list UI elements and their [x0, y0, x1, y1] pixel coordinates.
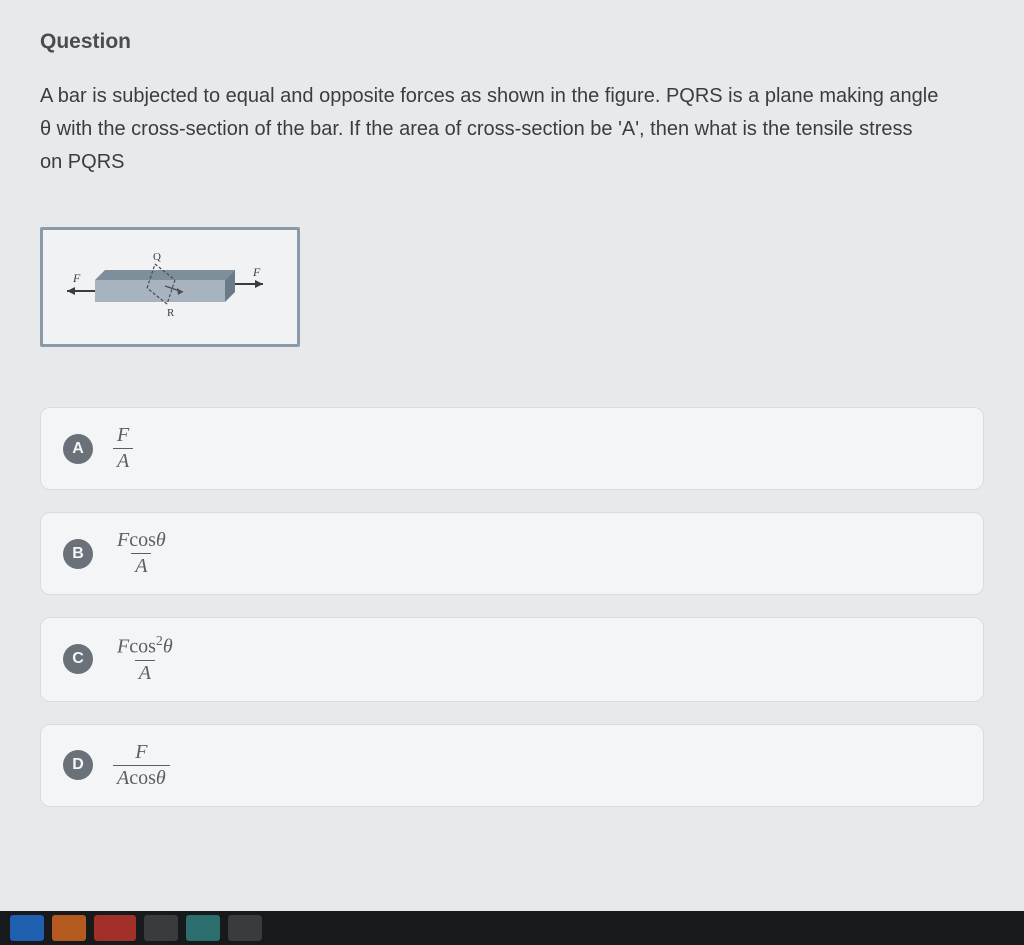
taskbar-app-5[interactable]	[186, 915, 220, 941]
taskbar-app-2[interactable]	[52, 915, 86, 941]
option-badge-d: D	[63, 750, 93, 780]
force-label-left: F	[72, 271, 81, 285]
option-a-num: F	[117, 424, 129, 446]
question-page: Question A bar is subjected to equal and…	[0, 0, 1024, 807]
option-formula-a: F A	[113, 424, 133, 473]
option-badge-a: A	[63, 434, 93, 464]
option-a[interactable]: A F A	[40, 407, 984, 490]
option-a-den: A	[117, 450, 129, 472]
taskbar-app-3[interactable]	[94, 915, 136, 941]
option-badge-b: B	[63, 539, 93, 569]
force-arrowhead-left	[67, 287, 75, 295]
option-badge-c: C	[63, 644, 93, 674]
force-label-right: F	[252, 265, 261, 279]
question-heading: Question	[40, 30, 984, 54]
figure-container: F F Q R	[40, 227, 300, 347]
force-arrowhead-right	[255, 280, 263, 288]
bar-front-face	[95, 280, 225, 302]
option-d-num: F	[135, 741, 147, 763]
taskbar-app-6[interactable]	[228, 915, 262, 941]
option-c[interactable]: C Fcos2θ A	[40, 617, 984, 702]
question-text: A bar is subjected to equal and opposite…	[40, 80, 940, 179]
options-list: A F A B Fcosθ A C Fcos2θ A	[40, 407, 984, 807]
taskbar-app-4[interactable]	[144, 915, 178, 941]
taskbar	[0, 911, 1024, 945]
taskbar-app-1[interactable]	[10, 915, 44, 941]
option-formula-c: Fcos2θ A	[113, 634, 177, 685]
option-c-den: A	[139, 662, 151, 684]
option-formula-d: F Acosθ	[113, 741, 170, 790]
plane-label-q: Q	[153, 251, 161, 263]
option-formula-b: Fcosθ A	[113, 529, 170, 578]
option-b[interactable]: B Fcosθ A	[40, 512, 984, 595]
option-b-den: A	[135, 555, 147, 577]
bar-diagram: F F Q R	[55, 242, 285, 332]
plane-label-r: R	[167, 307, 175, 319]
option-d[interactable]: D F Acosθ	[40, 724, 984, 807]
